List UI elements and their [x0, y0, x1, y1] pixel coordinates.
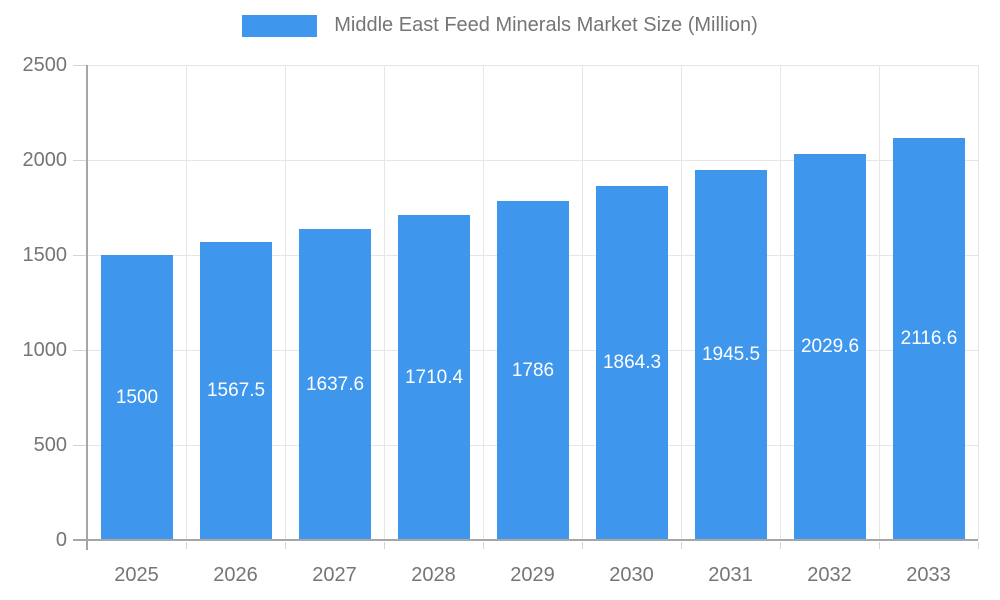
y-axis-line: [86, 65, 88, 550]
legend-swatch: [242, 14, 318, 37]
y-tick: [73, 65, 87, 66]
x-tick: [384, 542, 385, 549]
bar-value-label: 2029.6: [800, 336, 860, 357]
x-axis-label: 2030: [609, 564, 654, 586]
x-axis-label: 2025: [114, 564, 159, 586]
x-axis-label: 2032: [807, 564, 852, 586]
bar: [794, 154, 866, 540]
y-tick: [73, 445, 87, 446]
y-tick: [73, 160, 87, 161]
x-gridline: [285, 65, 286, 540]
bar-value-label: 1637.6: [305, 374, 365, 395]
x-gridline: [582, 65, 583, 540]
y-tick: [73, 350, 87, 351]
x-axis-label: 2026: [213, 564, 258, 586]
bar: [893, 138, 965, 540]
bar-value-label: 1945.5: [701, 344, 761, 365]
bar-value-label: 2116.6: [900, 328, 958, 349]
x-axis-label: 2028: [411, 564, 456, 586]
x-gridline: [879, 65, 880, 540]
x-gridline: [681, 65, 682, 540]
y-axis-label: 500: [33, 434, 67, 456]
y-axis-label: 1500: [22, 244, 68, 266]
x-axis-line: [73, 539, 978, 541]
y-axis-label: 2000: [22, 149, 68, 171]
x-tick: [978, 542, 979, 549]
x-tick: [879, 542, 880, 549]
bar-value-label: 1500: [115, 387, 159, 408]
y-gridline: [87, 65, 978, 66]
legend[interactable]: Middle East Feed Minerals Market Size (M…: [0, 14, 1000, 37]
bar: [398, 215, 470, 540]
bar: [596, 186, 668, 540]
x-axis-label: 2027: [312, 564, 357, 586]
x-tick: [285, 542, 286, 549]
bar-value-label: 1710.4: [404, 367, 464, 388]
bar-value-label: 1786: [511, 360, 555, 381]
bar: [101, 255, 173, 540]
x-gridline: [186, 65, 187, 540]
y-axis-label: 0: [55, 529, 67, 551]
x-tick: [186, 542, 187, 549]
bar: [497, 201, 569, 540]
x-gridline: [780, 65, 781, 540]
bar-value-label: 1864.3: [602, 352, 662, 373]
bar: [695, 170, 767, 540]
x-axis-label: 2031: [708, 564, 753, 586]
x-axis-label: 2029: [510, 564, 555, 586]
y-axis-label: 1000: [22, 339, 68, 361]
x-tick: [681, 542, 682, 549]
x-axis-label: 2033: [906, 564, 951, 586]
x-tick: [780, 542, 781, 549]
chart-title: Middle East Feed Minerals Market Size (M…: [334, 14, 758, 36]
x-gridline: [978, 65, 979, 540]
y-tick: [73, 255, 87, 256]
bar-value-label: 1567.5: [206, 380, 266, 401]
x-tick: [483, 542, 484, 549]
y-axis-label: 2500: [22, 54, 68, 76]
bar: [200, 242, 272, 540]
x-tick: [582, 542, 583, 549]
bar: [299, 229, 371, 540]
y-gridline: [87, 160, 978, 161]
x-gridline: [384, 65, 385, 540]
x-gridline: [483, 65, 484, 540]
